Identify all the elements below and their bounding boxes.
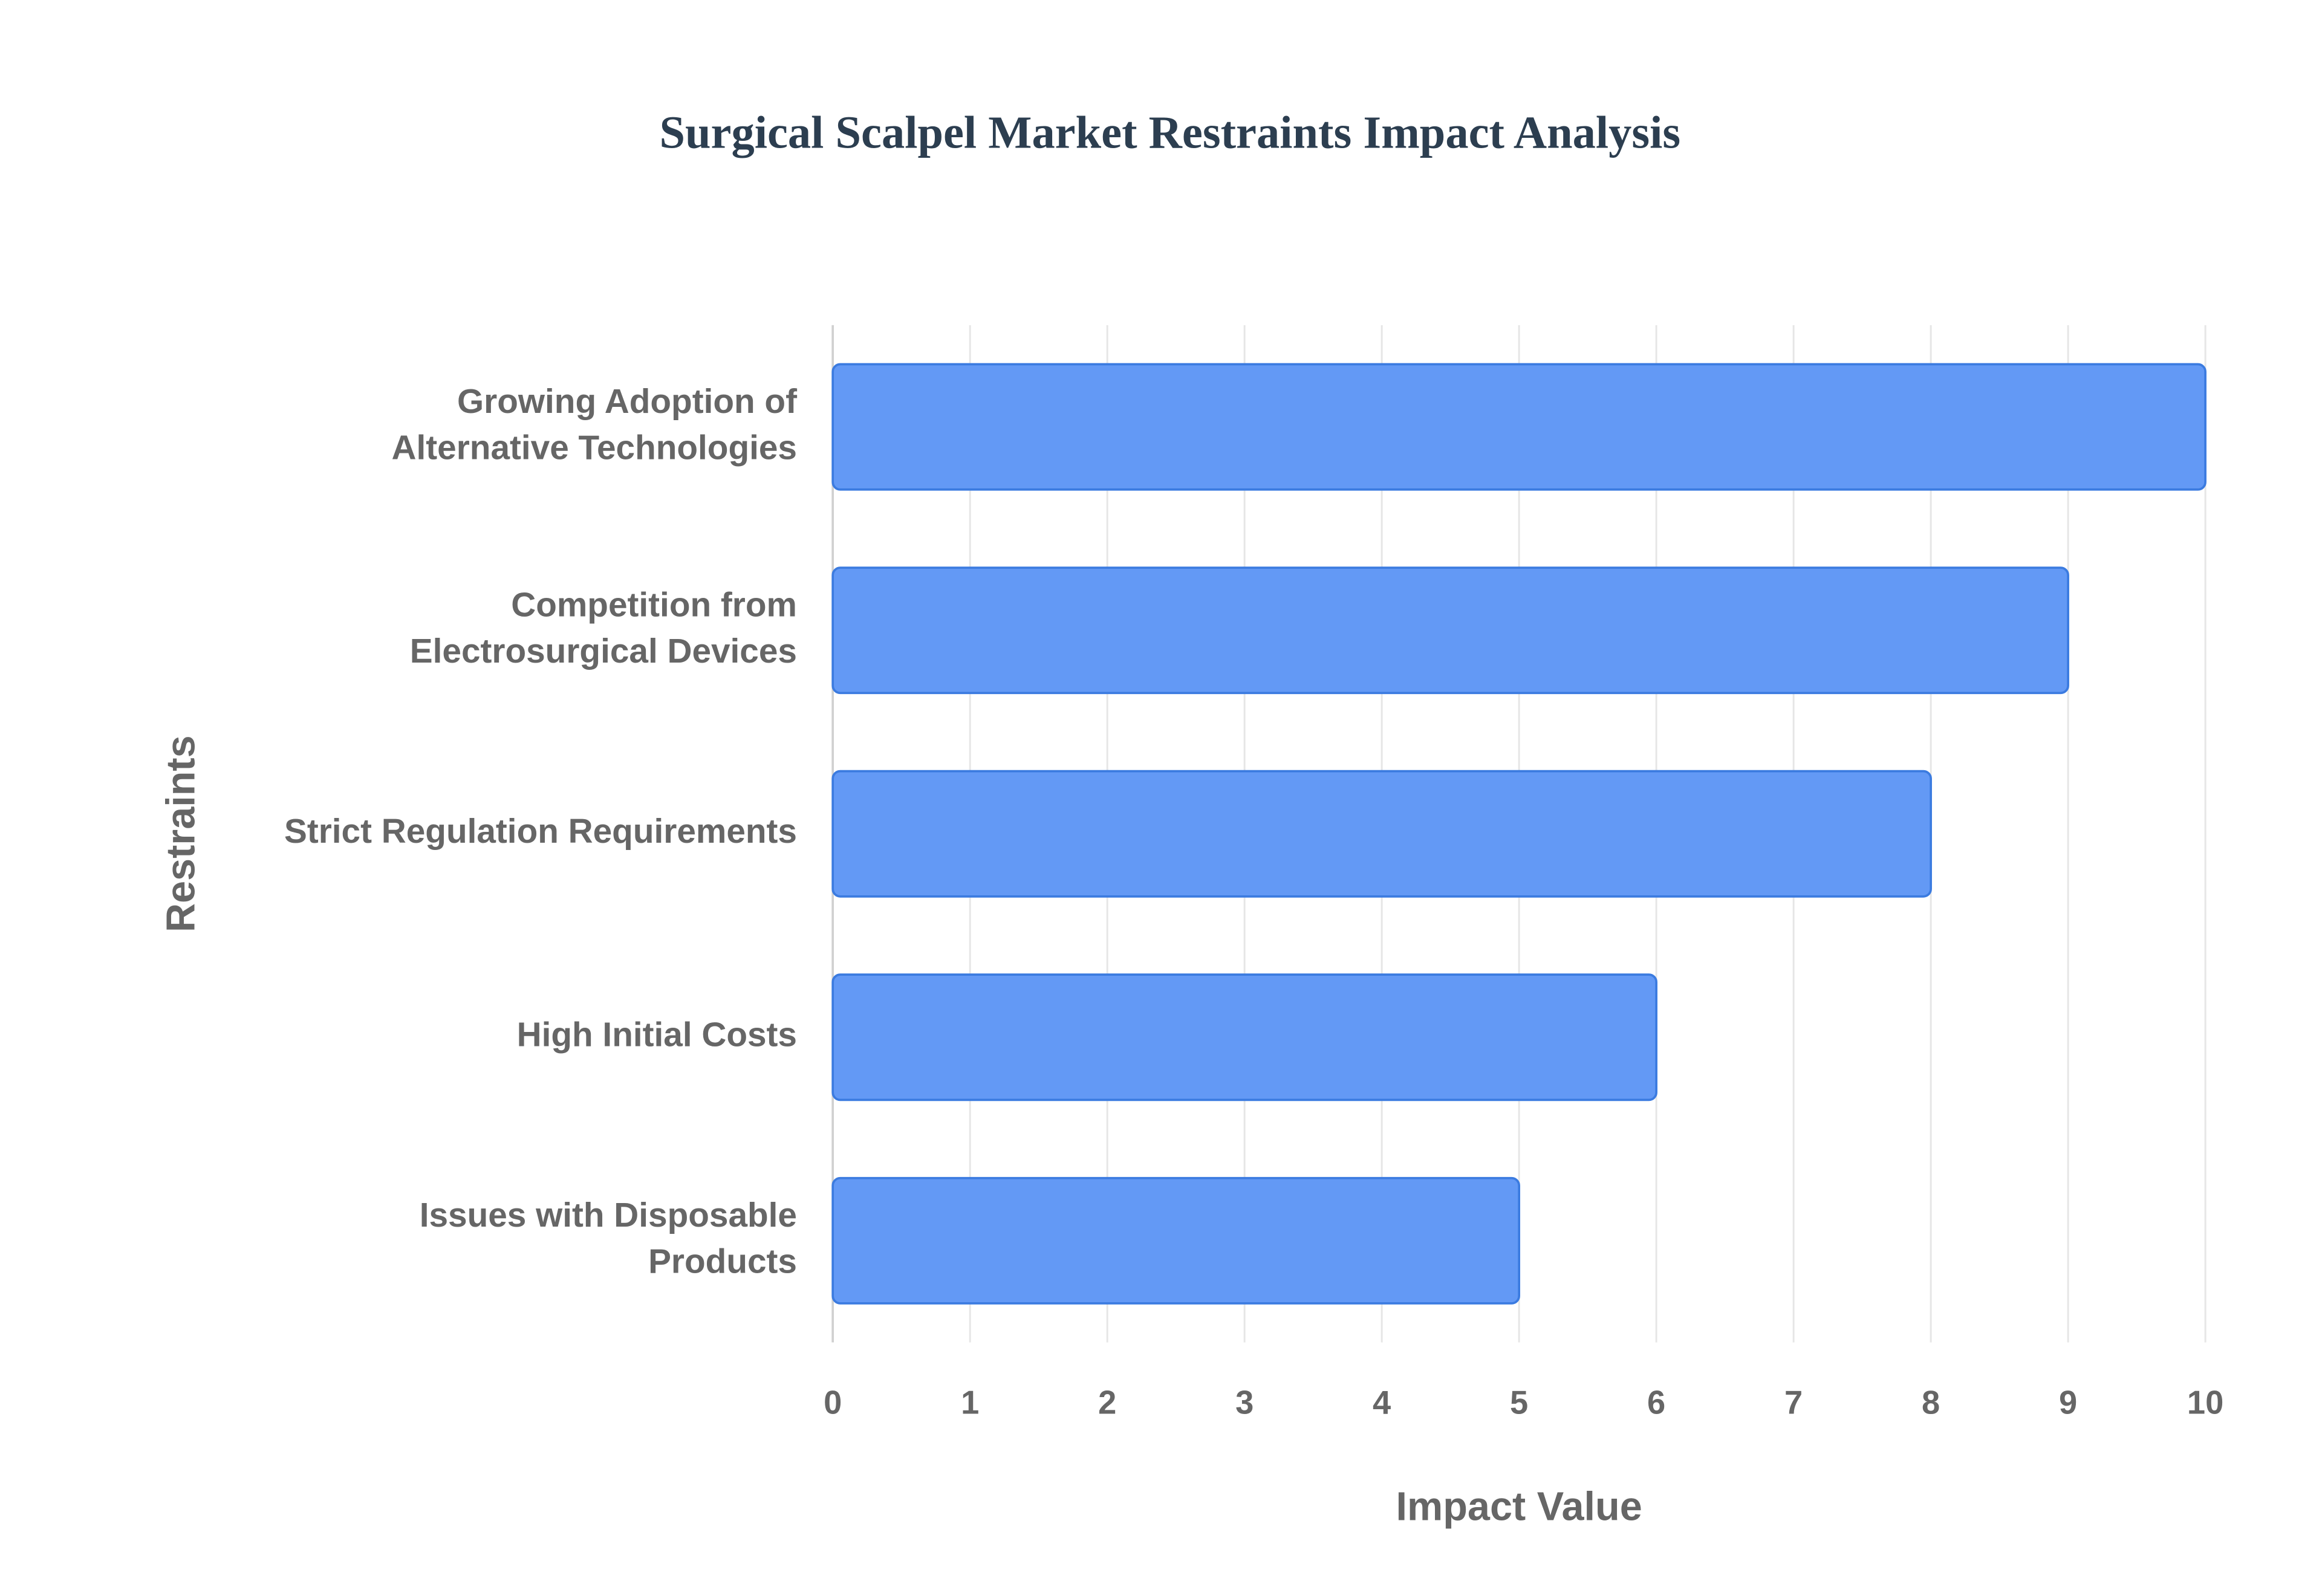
y-tick-label: Products bbox=[648, 1243, 797, 1281]
y-tick-label: Competition from bbox=[511, 586, 797, 624]
x-tick-label: 2 bbox=[1098, 1384, 1116, 1421]
x-tick-label: 8 bbox=[1922, 1384, 1940, 1421]
x-axis-title: Impact Value bbox=[1396, 1484, 1642, 1529]
bar bbox=[831, 566, 2069, 695]
x-tick-label: 0 bbox=[824, 1384, 842, 1421]
x-tick-label: 9 bbox=[2059, 1384, 2077, 1421]
y-tick-label: Strict Regulation Requirements bbox=[284, 813, 797, 851]
x-tick-label: 4 bbox=[1373, 1384, 1391, 1421]
x-tick-label: 7 bbox=[1784, 1384, 1803, 1421]
x-tick-label: 3 bbox=[1235, 1384, 1254, 1421]
y-tick-label: Issues with Disposable bbox=[420, 1196, 797, 1234]
y-axis-title: Restraints bbox=[159, 735, 204, 932]
bar bbox=[831, 770, 1932, 898]
y-tick-label: High Initial Costs bbox=[517, 1016, 797, 1054]
x-tick-label: 10 bbox=[2187, 1384, 2223, 1421]
x-tick-label: 1 bbox=[961, 1384, 979, 1421]
bar bbox=[831, 973, 1657, 1101]
x-tick-label: 5 bbox=[1510, 1384, 1528, 1421]
y-tick-label: Alternative Technologies bbox=[392, 429, 797, 467]
bar bbox=[831, 1176, 1520, 1305]
y-tick-label: Growing Adoption of bbox=[457, 383, 797, 421]
x-tick-label: 6 bbox=[1647, 1384, 1665, 1421]
bar bbox=[831, 363, 2207, 491]
y-tick-label: Electrosurgical Devices bbox=[410, 632, 797, 670]
chart-title: Surgical Scalpel Market Restraints Impac… bbox=[659, 107, 1680, 158]
